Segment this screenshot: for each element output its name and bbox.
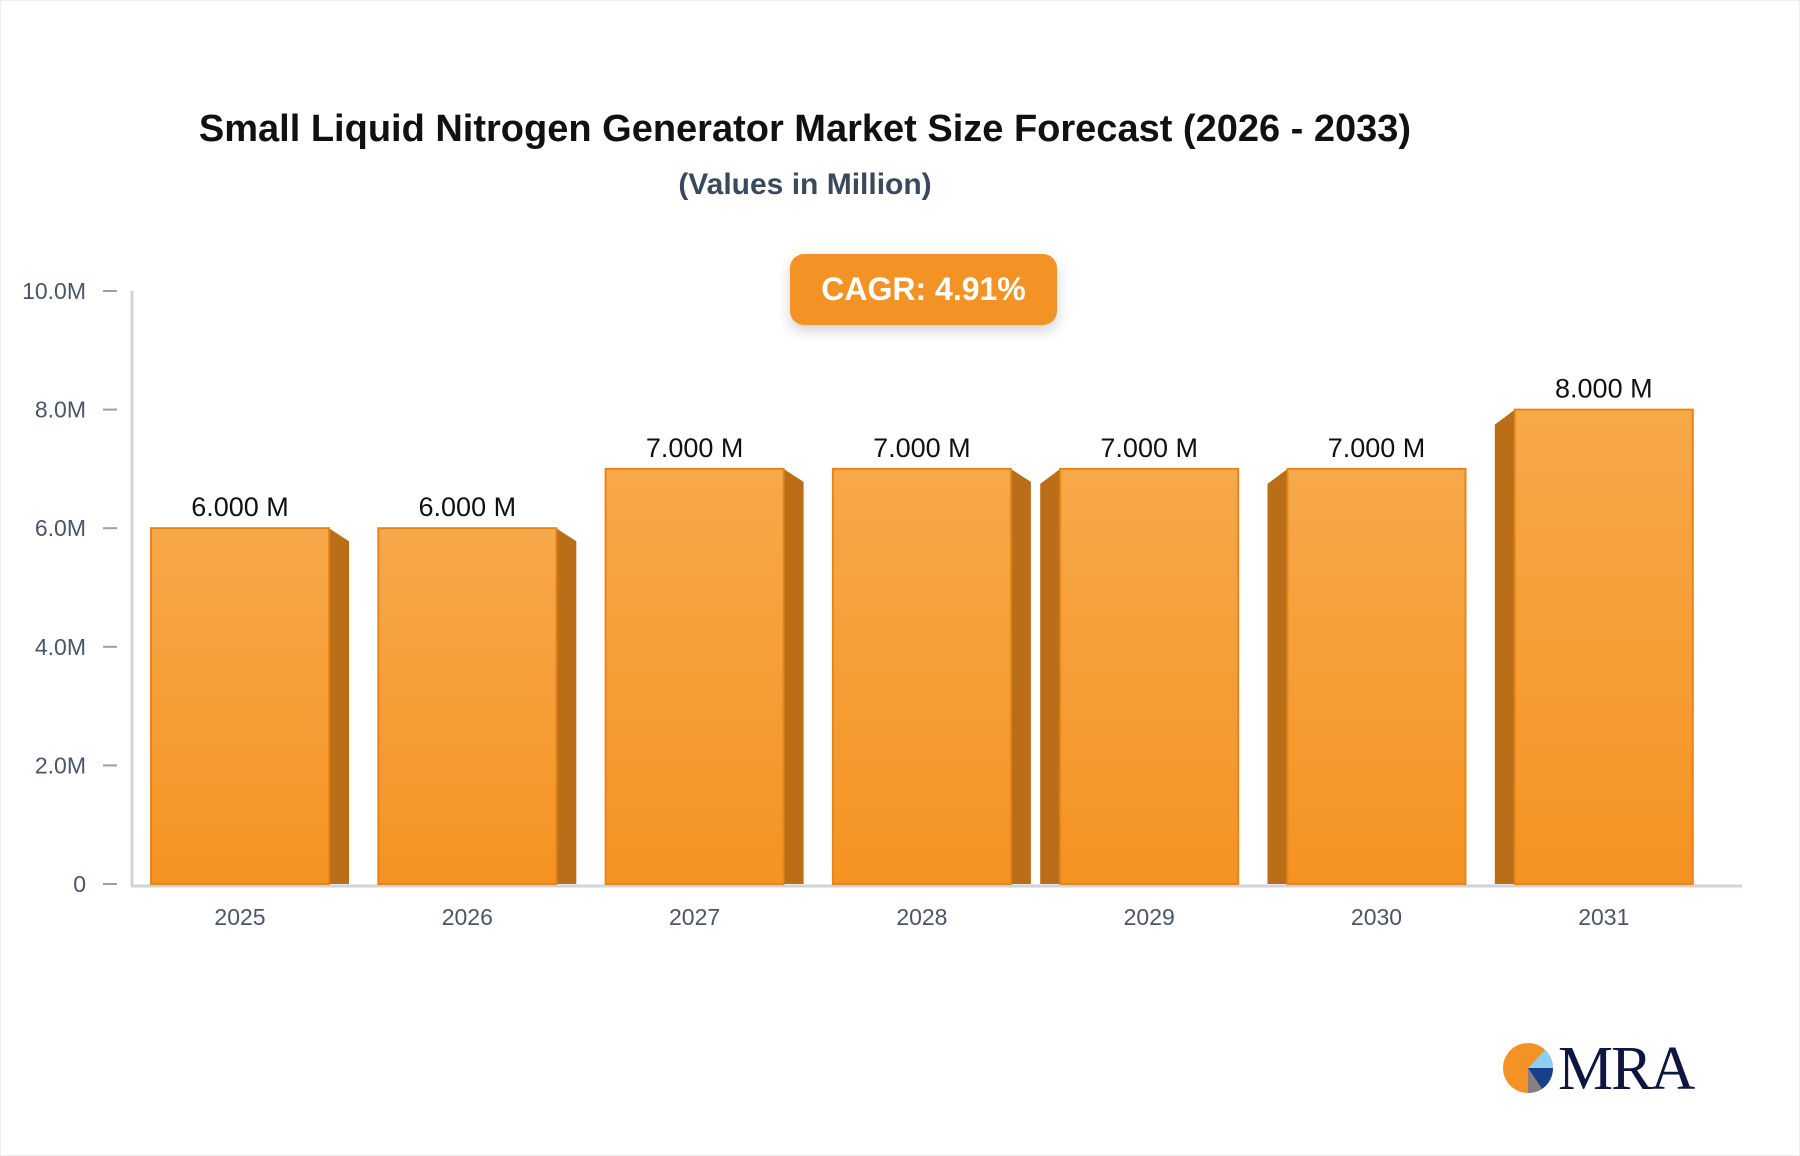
bar-side xyxy=(1040,468,1061,884)
data-label: 7.000 M xyxy=(1328,433,1426,463)
cagr-badge: CAGR: 4.91% xyxy=(790,254,1057,325)
x-tick-label: 2029 xyxy=(1124,904,1175,930)
bar xyxy=(604,467,785,885)
x-tick-label: 2026 xyxy=(442,904,493,930)
y-tick-label: 2.0M xyxy=(35,752,86,778)
y-tick-label: 6.0M xyxy=(35,515,86,541)
y-tick-label: 4.0M xyxy=(35,634,86,660)
y-tick-label: 0 xyxy=(73,871,86,897)
y-tick-label: 10.0M xyxy=(22,278,86,304)
data-label: 7.000 M xyxy=(873,433,971,463)
data-label: 6.000 M xyxy=(419,492,517,522)
bar-side xyxy=(556,528,577,884)
logo-text: MRA xyxy=(1558,1035,1695,1103)
data-label: 7.000 M xyxy=(646,433,744,463)
x-tick-label: 2027 xyxy=(669,904,720,930)
bar xyxy=(377,527,558,885)
pie-logo-icon xyxy=(1503,1043,1554,1094)
bar-group: 7.000 M 2028 xyxy=(831,433,1031,930)
x-tick-label: 2025 xyxy=(214,904,265,930)
bar xyxy=(150,527,330,885)
bar-side xyxy=(1267,468,1288,884)
mra-logo: MRA xyxy=(1500,1035,1700,1103)
y-tick-label: 8.0M xyxy=(35,397,86,423)
bar xyxy=(1513,408,1694,885)
bar xyxy=(1286,467,1467,885)
bar-group: 8.000 M 2031 xyxy=(1494,374,1694,930)
bar-group: 6.000 M 2025 xyxy=(150,492,349,930)
bar-side xyxy=(1010,468,1031,884)
bar-side xyxy=(329,528,349,884)
bar xyxy=(831,467,1012,885)
bar-side xyxy=(1494,409,1515,884)
bar-group: 7.000 M 2029 xyxy=(1040,433,1240,930)
x-tick-label: 2031 xyxy=(1578,904,1629,930)
data-label: 8.000 M xyxy=(1555,374,1653,404)
bar-group: 7.000 M 2027 xyxy=(604,433,804,930)
data-label: 7.000 M xyxy=(1100,433,1198,463)
chart-title: Small Liquid Nitrogen Generator Market S… xyxy=(198,108,1412,150)
bar xyxy=(1059,467,1240,885)
bar-side xyxy=(783,468,804,884)
bar-group: 6.000 M 2026 xyxy=(377,492,577,930)
bar-group: 7.000 M 2030 xyxy=(1267,433,1467,930)
chart-subtitle: (Values in Million) xyxy=(678,168,932,201)
x-tick-label: 2028 xyxy=(896,904,947,930)
x-tick-label: 2030 xyxy=(1351,904,1402,930)
data-label: 6.000 M xyxy=(191,492,289,522)
